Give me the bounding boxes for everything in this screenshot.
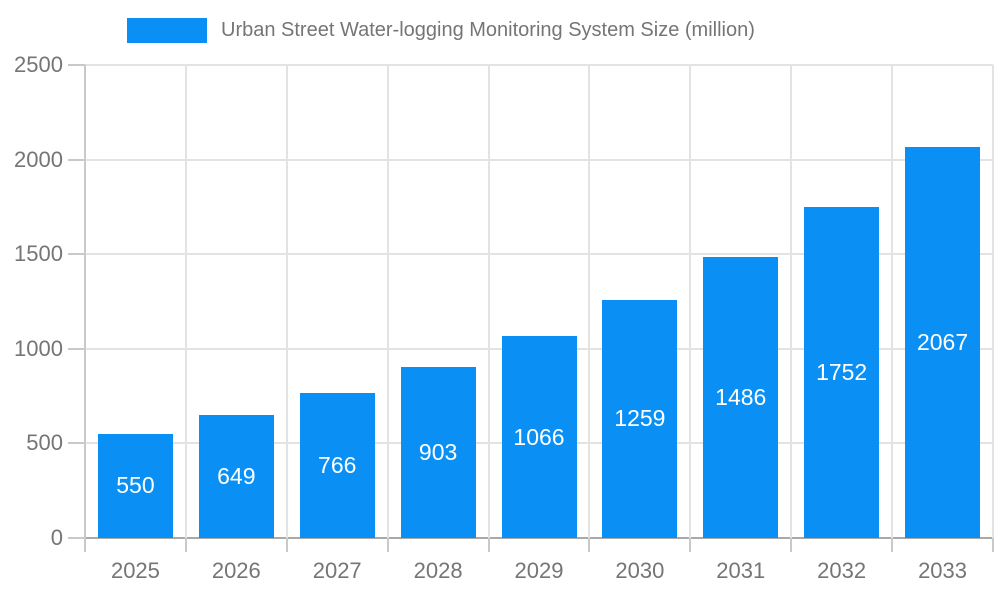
bar-2033: 2067 [905,146,981,538]
y-axis-tick-label: 1000 [14,335,63,361]
y-axis-tick-label: 2000 [14,146,63,172]
gridline-vertical [992,65,994,538]
x-axis-tick-label: 2029 [514,558,564,583]
bar-2026: 649 [198,415,274,538]
x-axis-tick-label: 2027 [312,558,362,583]
x-axis-tick-label: 2028 [413,558,463,583]
x-axis-tick [790,538,793,552]
x-axis-tick [386,538,389,552]
gridline-vertical [790,65,793,538]
x-axis-tick [588,538,591,552]
y-axis-tick-label: 500 [26,430,63,456]
bar-value-label: 1486 [715,383,767,410]
gridline-vertical [184,65,187,538]
x-axis-tick-label: 2031 [716,558,766,583]
x-axis-tick-label: 2032 [817,558,867,583]
y-axis-tick-label: 0 [50,525,63,550]
x-axis-line [85,537,993,539]
gridline-vertical [891,65,894,538]
bar-2028: 903 [400,367,476,538]
y-axis-tick [68,158,85,161]
gridline-vertical [689,65,692,538]
gridline-vertical [487,65,490,538]
legend: Urban Street Water-logging Monitoring Sy… [127,18,755,43]
x-axis-tick-label: 2025 [110,558,160,583]
legend-swatch [127,18,207,43]
gridline-horizontal [85,64,993,66]
bar-value-label: 649 [217,463,256,490]
bar-2027: 766 [299,393,375,538]
y-axis-tick-label: 2500 [14,52,63,77]
x-axis-tick [184,538,187,552]
x-axis-tick [891,538,894,552]
bar-2032: 1752 [804,206,880,538]
legend-label: Urban Street Water-logging Monitoring Sy… [221,19,755,41]
y-axis-tick [68,253,85,256]
y-axis-tick [68,64,85,66]
x-axis-tick-label: 2033 [918,558,968,583]
gridline-horizontal [85,253,993,256]
bar-value-label: 1752 [816,358,868,385]
bar-value-label: 550 [116,472,155,499]
bar-value-label: 2067 [916,328,969,355]
gridline-vertical [386,65,389,538]
x-axis-tick [487,538,490,552]
bar-value-label: 903 [418,439,458,466]
bar-2029: 1066 [501,336,577,538]
x-axis-tick [992,538,994,552]
y-axis-tick-label: 1500 [14,241,63,267]
y-axis-line [84,65,86,552]
y-axis-tick [68,537,85,539]
bar-value-label: 766 [318,452,357,479]
bar-2030: 1259 [602,299,678,538]
x-axis-tick [285,538,288,552]
bar-value-label: 1259 [614,405,666,432]
gridline-vertical [285,65,288,538]
gridline-horizontal [85,158,993,161]
x-axis-tick [689,538,692,552]
y-axis-tick [68,347,85,350]
bar-value-label: 1066 [513,423,565,450]
bar-2031: 1486 [703,256,779,538]
x-axis-tick-label: 2026 [211,558,261,583]
gridline-vertical [588,65,591,538]
bar-2025: 550 [97,433,173,538]
y-axis-tick [68,442,85,445]
x-axis-tick-label: 2030 [615,558,665,583]
